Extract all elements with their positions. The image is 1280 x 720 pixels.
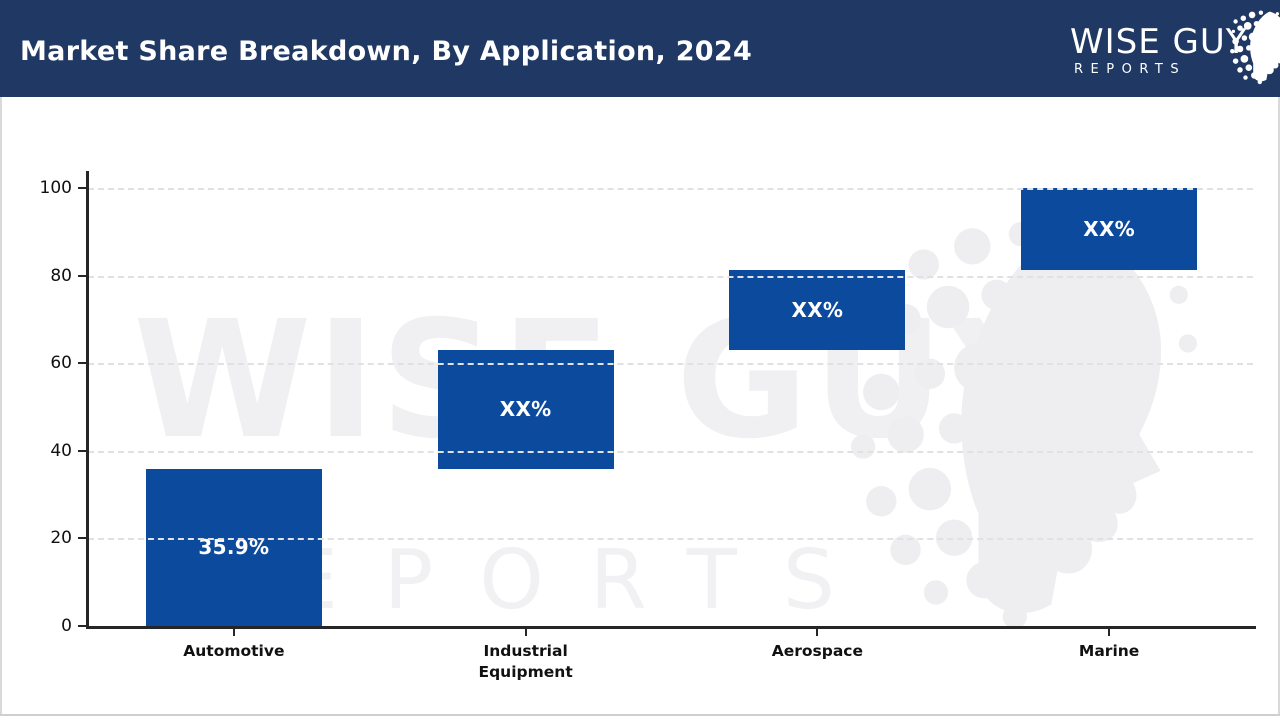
page-border-right bbox=[1278, 97, 1280, 716]
page-border-left bbox=[0, 97, 2, 716]
y-tick-mark bbox=[78, 274, 87, 277]
grid-line bbox=[88, 188, 1253, 190]
y-tick-mark bbox=[78, 449, 87, 452]
logo-wordmark: WISE GUY bbox=[1070, 22, 1248, 62]
logo-subtext: REPORTS bbox=[1074, 62, 1187, 77]
y-axis-line bbox=[86, 171, 89, 629]
header-bar: Market Share Breakdown, By Application, … bbox=[0, 0, 1280, 97]
x-category-label: Marine bbox=[1078, 642, 1140, 660]
x-tick-mark bbox=[524, 629, 527, 636]
wise-guy-logo: WISE GUY REPORTS bbox=[1032, 0, 1280, 97]
y-tick-label: 60 bbox=[50, 353, 72, 374]
y-tick-label: 80 bbox=[50, 265, 72, 286]
y-tick-label: 40 bbox=[50, 440, 72, 461]
grid-line bbox=[88, 363, 1253, 366]
grid-line bbox=[88, 538, 1253, 541]
grid-line bbox=[88, 275, 1253, 278]
x-axis-line bbox=[86, 626, 1256, 629]
bar: XX% bbox=[437, 350, 614, 469]
y-tick-mark bbox=[78, 537, 87, 540]
bar: XX% bbox=[1021, 188, 1198, 271]
bar: 35.9% bbox=[145, 468, 322, 626]
chart-title: Market Share Breakdown, By Application, … bbox=[20, 36, 753, 67]
x-tick-mark bbox=[1108, 629, 1111, 636]
y-tick-label: 20 bbox=[50, 528, 72, 549]
bar-value-label: XX% bbox=[499, 397, 552, 422]
bar-value-label: XX% bbox=[791, 298, 844, 323]
x-tick-mark bbox=[816, 629, 819, 636]
plot-area: 0 20 40 60 80 100 35.9% Automotive XX% Industrial… bbox=[40, 180, 1255, 681]
grid-line bbox=[88, 450, 1253, 453]
y-tick-mark bbox=[78, 187, 87, 189]
page-border-bottom bbox=[0, 714, 1280, 716]
x-category-label: Industrial Equipment bbox=[478, 642, 573, 681]
y-tick-mark bbox=[78, 362, 87, 365]
x-tick-mark bbox=[232, 629, 235, 636]
bar: XX% bbox=[729, 270, 906, 351]
x-category-label: Automotive bbox=[183, 642, 285, 660]
y-tick-label: 0 bbox=[61, 616, 72, 636]
logo-face-icon bbox=[1230, 10, 1280, 85]
bar-value-label: XX% bbox=[1083, 217, 1136, 242]
x-category-label: Aerospace bbox=[771, 642, 864, 660]
y-tick-label: 100 bbox=[39, 178, 72, 198]
y-tick-mark bbox=[78, 625, 87, 627]
